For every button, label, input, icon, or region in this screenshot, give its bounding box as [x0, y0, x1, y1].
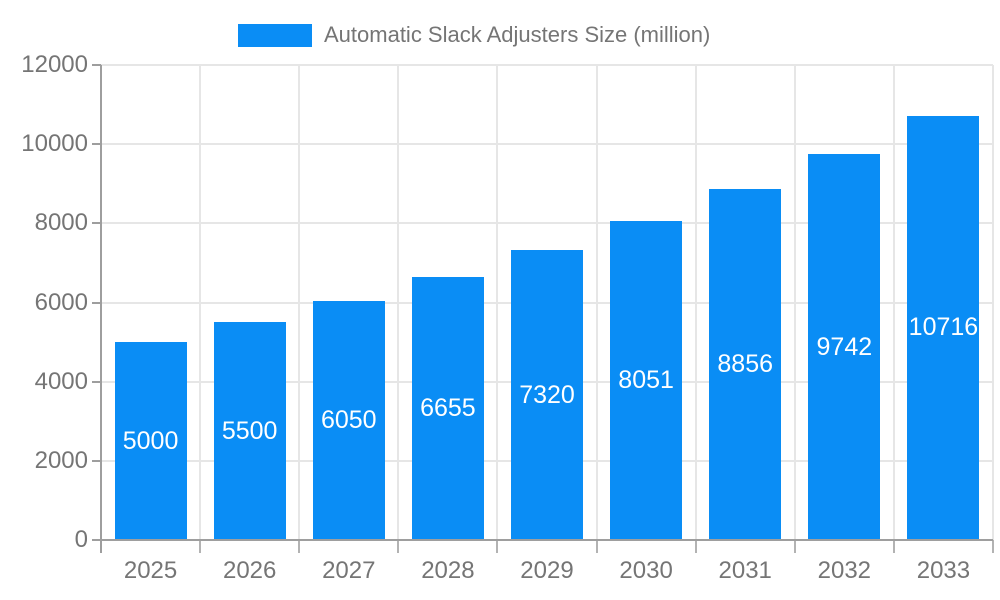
x-tick: [496, 540, 499, 553]
x-tick: [992, 540, 994, 553]
bar-value-label: 5500: [221, 416, 278, 445]
x-axis-label-2027: 2027: [322, 557, 376, 584]
x-tick: [199, 540, 202, 553]
x-tick: [694, 540, 697, 553]
y-axis-label-2000: 2000: [34, 446, 88, 474]
v-gridline: [892, 65, 895, 540]
v-gridline: [397, 65, 400, 540]
y-tick-12000: [92, 64, 101, 66]
x-tick: [397, 540, 400, 553]
x-tick: [298, 540, 301, 553]
bar-2025[interactable]: 5000: [114, 342, 187, 540]
bar-2032[interactable]: 9742: [808, 154, 881, 540]
bar-2028[interactable]: 6655: [411, 276, 484, 540]
x-axis-label-2026: 2026: [222, 557, 277, 584]
x-tick: [595, 540, 598, 553]
y-tick-10000: [92, 143, 101, 146]
x-axis-label-2029: 2029: [520, 557, 574, 584]
x-axis-label-2033: 2033: [916, 557, 971, 584]
bar-2031[interactable]: 8856: [709, 189, 782, 540]
y-axis-label-8000: 8000: [34, 209, 88, 237]
y-tick-2000: [92, 459, 101, 462]
bar-value-label: 8051: [618, 366, 674, 395]
bar-value-label: 9742: [816, 332, 873, 361]
h-gridline-8000: [101, 222, 993, 225]
y-axis-label-12000: 12000: [21, 51, 88, 78]
y-axis-label-6000: 6000: [34, 288, 88, 316]
bar-value-label: 10716: [908, 313, 979, 342]
v-gridline: [595, 65, 598, 540]
x-axis-label-2032: 2032: [817, 557, 872, 584]
y-tick-8000: [92, 222, 101, 225]
bar-2027[interactable]: 6050: [312, 300, 385, 540]
x-tick: [892, 540, 895, 553]
bar-value-label: 5000: [122, 426, 179, 455]
v-gridline: [298, 65, 301, 540]
y-tick-6000: [92, 301, 101, 304]
x-axis-label-2030: 2030: [619, 557, 673, 584]
legend-swatch-icon: [238, 23, 312, 47]
h-gridline-10000: [101, 143, 993, 146]
bar-value-label: 8856: [717, 350, 774, 379]
bar-value-label: 6655: [420, 393, 476, 422]
bar-2033[interactable]: 10716: [907, 115, 980, 540]
bar-2029[interactable]: 7320: [511, 250, 583, 540]
x-axis-label-2028: 2028: [421, 557, 475, 584]
x-axis-line: [101, 539, 993, 541]
v-gridline: [694, 65, 697, 540]
bar-value-label: 7320: [519, 380, 575, 409]
y-axis-label-4000: 4000: [34, 367, 88, 395]
v-gridline: [496, 65, 499, 540]
y-tick-4000: [92, 380, 101, 383]
y-axis-label-0: 0: [74, 526, 88, 553]
v-gridline: [793, 65, 796, 540]
bar-2030[interactable]: 8051: [610, 221, 683, 540]
v-gridline: [199, 65, 202, 540]
bar-value-label: 6050: [320, 405, 377, 434]
x-tick: [793, 540, 796, 553]
y-axis-line: [100, 65, 102, 540]
y-tick-0: [92, 539, 101, 541]
legend-label: Automatic Slack Adjusters Size (million): [324, 22, 711, 47]
bar-2026[interactable]: 5500: [213, 322, 286, 540]
x-axis-label-2031: 2031: [718, 557, 772, 584]
x-axis-label-2025: 2025: [123, 557, 178, 584]
h-gridline-12000: [101, 64, 993, 66]
v-gridline: [992, 65, 994, 540]
legend-item[interactable]: Automatic Slack Adjusters Size (million): [238, 22, 710, 48]
x-tick: [100, 540, 102, 553]
y-axis-label-10000: 10000: [21, 130, 88, 158]
